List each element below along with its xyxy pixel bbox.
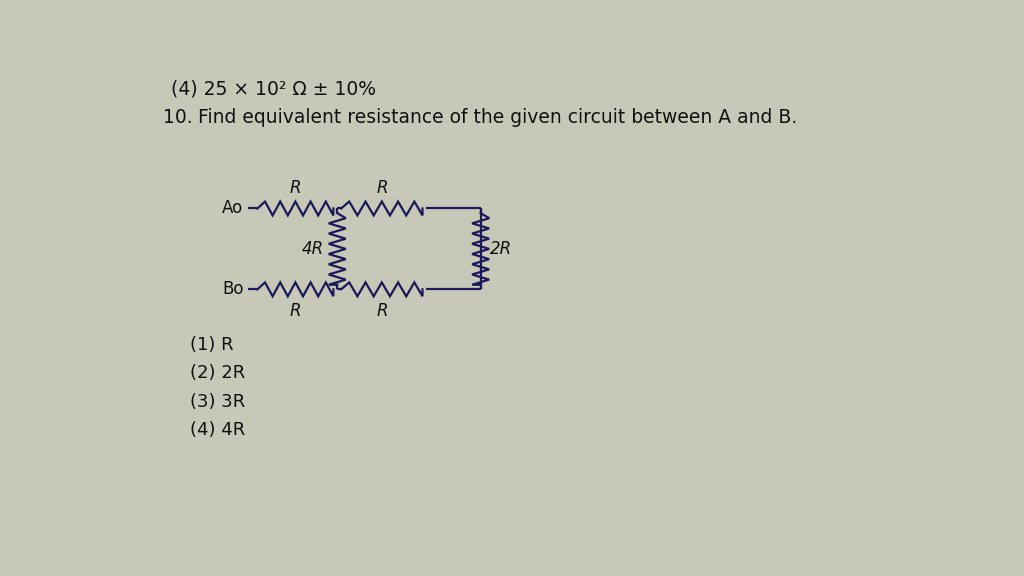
Text: (2) 2R: (2) 2R [190,364,246,382]
Text: (1) R: (1) R [190,336,233,354]
Text: (3) 3R: (3) 3R [190,392,246,411]
Text: Bo: Bo [222,281,244,298]
Text: R: R [290,302,301,320]
Text: (4) 4R: (4) 4R [190,421,246,439]
Text: 2R: 2R [489,240,512,258]
Text: 4R: 4R [302,240,324,258]
Text: (4) 25 × 10² Ω ± 10%: (4) 25 × 10² Ω ± 10% [171,80,376,99]
Text: 10.: 10. [163,108,193,127]
Text: R: R [376,302,387,320]
Text: R: R [376,179,387,196]
Text: R: R [290,179,301,196]
Text: Find equivalent resistance of the given circuit between A and B.: Find equivalent resistance of the given … [198,108,797,127]
Text: Ao: Ao [222,199,244,218]
